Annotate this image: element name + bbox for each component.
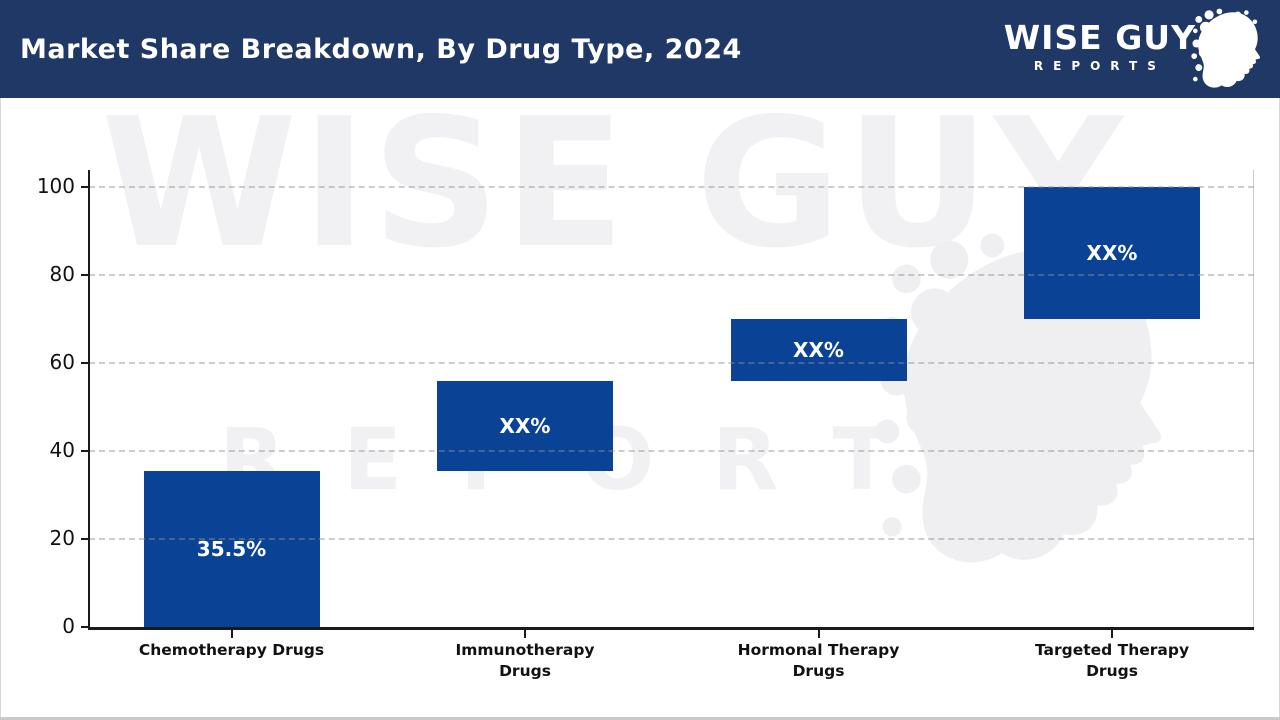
x-axis-line bbox=[88, 627, 1254, 630]
x-axis-tick-label: Targeted Therapy Drugs bbox=[1034, 641, 1190, 680]
logo-wordmark: WISE GUY bbox=[1003, 18, 1196, 57]
gridline-60 bbox=[89, 362, 1254, 364]
bar-value-label: XX% bbox=[793, 337, 844, 362]
chart-area: WISE GUY REPORTS 0 20 40 60 80 100 35.5% XX% XX%… bbox=[0, 98, 1280, 717]
x-axis-tick-label: Hormonal Therapy Drugs bbox=[737, 641, 900, 680]
y-axis-tick-label: 60 bbox=[49, 350, 75, 374]
y-axis-tick-label: 80 bbox=[49, 262, 75, 286]
y-axis-tick-label: 100 bbox=[36, 174, 75, 198]
right-axis-spine bbox=[1253, 170, 1254, 627]
y-tick-60 bbox=[81, 362, 89, 364]
waterfall-chart: 0 20 40 60 80 100 35.5% XX% XX% XX% Chemotherapy D… bbox=[1, 98, 1279, 717]
gridline-80 bbox=[89, 274, 1254, 276]
bar-value-label: XX% bbox=[1086, 241, 1138, 265]
x-tick-hormonal-therapy-drugs bbox=[817, 630, 820, 638]
x-tick-targeted-therapy-drugs bbox=[1111, 630, 1113, 638]
bar-value-label: XX% bbox=[499, 413, 551, 438]
bar-chemotherapy-drugs: 35.5% bbox=[143, 470, 320, 627]
gridline-20 bbox=[89, 538, 1254, 540]
wiseguy-logo: WISE GUY REPORTS bbox=[1004, 2, 1274, 96]
y-tick-100 bbox=[81, 186, 89, 188]
y-tick-40 bbox=[81, 450, 89, 452]
y-tick-0 bbox=[81, 626, 89, 628]
gridline-100 bbox=[89, 186, 1254, 188]
y-axis-line bbox=[88, 170, 90, 629]
x-axis-tick-label: Immunotherapy Drugs bbox=[455, 641, 595, 680]
bar-value-label: 35.5% bbox=[196, 536, 267, 561]
y-axis-tick-label: 20 bbox=[49, 526, 75, 550]
y-axis-tick-label: 0 bbox=[62, 614, 75, 638]
bar-hormonal-therapy-drugs: XX% bbox=[730, 319, 907, 381]
bar-targeted-therapy-drugs: XX% bbox=[1024, 187, 1200, 319]
x-tick-immunotherapy-drugs bbox=[524, 630, 526, 638]
y-axis-tick-label: 40 bbox=[49, 438, 75, 462]
header-bar: Market Share Breakdown, By Drug Type, 20… bbox=[0, 0, 1280, 98]
x-axis-tick-label: Chemotherapy Drugs bbox=[138, 641, 325, 659]
wiseguy-face-icon bbox=[1182, 8, 1274, 94]
x-tick-chemotherapy-drugs bbox=[230, 630, 233, 638]
logo-subtitle: REPORTS bbox=[1033, 59, 1166, 73]
wiseguy-logo-text: WISE GUY REPORTS bbox=[1004, 18, 1196, 73]
bar-immunotherapy-drugs: XX% bbox=[437, 380, 613, 471]
y-tick-80 bbox=[81, 274, 89, 276]
gridline-40 bbox=[89, 450, 1254, 452]
y-tick-20 bbox=[81, 538, 89, 540]
page-title: Market Share Breakdown, By Drug Type, 20… bbox=[20, 34, 742, 65]
